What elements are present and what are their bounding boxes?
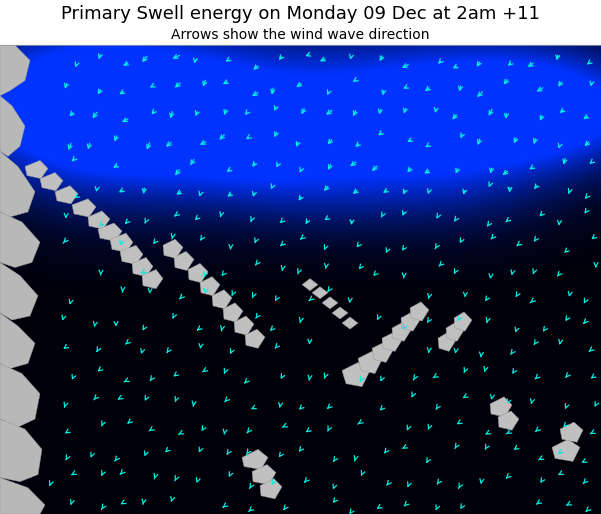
Polygon shape [188, 264, 208, 283]
Polygon shape [242, 449, 268, 470]
Polygon shape [0, 313, 35, 369]
Polygon shape [0, 478, 45, 514]
Polygon shape [0, 96, 25, 156]
Text: Arrows show the wind wave direction: Arrows show the wind wave direction [171, 28, 430, 42]
Polygon shape [40, 173, 63, 191]
Polygon shape [163, 239, 183, 259]
Polygon shape [234, 316, 254, 335]
Text: Primary Swell energy on Monday 09 Dec at 2am +11: Primary Swell energy on Monday 09 Dec at… [61, 6, 540, 24]
Polygon shape [498, 411, 519, 430]
Polygon shape [200, 277, 220, 296]
Polygon shape [132, 258, 153, 277]
Polygon shape [0, 363, 40, 427]
Polygon shape [0, 151, 35, 217]
Polygon shape [88, 211, 110, 229]
Polygon shape [174, 251, 194, 270]
Polygon shape [401, 312, 420, 331]
Polygon shape [0, 212, 40, 267]
Polygon shape [454, 312, 472, 331]
Polygon shape [0, 419, 42, 482]
Polygon shape [490, 397, 512, 417]
Polygon shape [322, 297, 338, 309]
Polygon shape [552, 439, 580, 462]
Polygon shape [0, 263, 38, 320]
Polygon shape [392, 322, 411, 341]
Polygon shape [55, 186, 78, 204]
Polygon shape [245, 329, 265, 348]
Polygon shape [98, 223, 122, 241]
Polygon shape [410, 302, 429, 321]
Polygon shape [560, 422, 583, 442]
Polygon shape [110, 233, 133, 252]
Polygon shape [302, 279, 318, 291]
Polygon shape [332, 307, 348, 319]
Polygon shape [223, 303, 243, 322]
Polygon shape [142, 269, 163, 289]
Polygon shape [342, 317, 358, 329]
Polygon shape [252, 465, 276, 485]
Polygon shape [25, 160, 48, 178]
Polygon shape [120, 245, 143, 265]
Polygon shape [438, 332, 456, 352]
Polygon shape [358, 352, 382, 374]
Polygon shape [212, 290, 232, 309]
Polygon shape [260, 479, 282, 499]
Polygon shape [72, 199, 96, 217]
Polygon shape [372, 342, 393, 362]
Polygon shape [312, 287, 328, 299]
Polygon shape [446, 322, 464, 341]
Polygon shape [382, 332, 402, 352]
Polygon shape [342, 362, 370, 387]
Polygon shape [0, 45, 30, 96]
